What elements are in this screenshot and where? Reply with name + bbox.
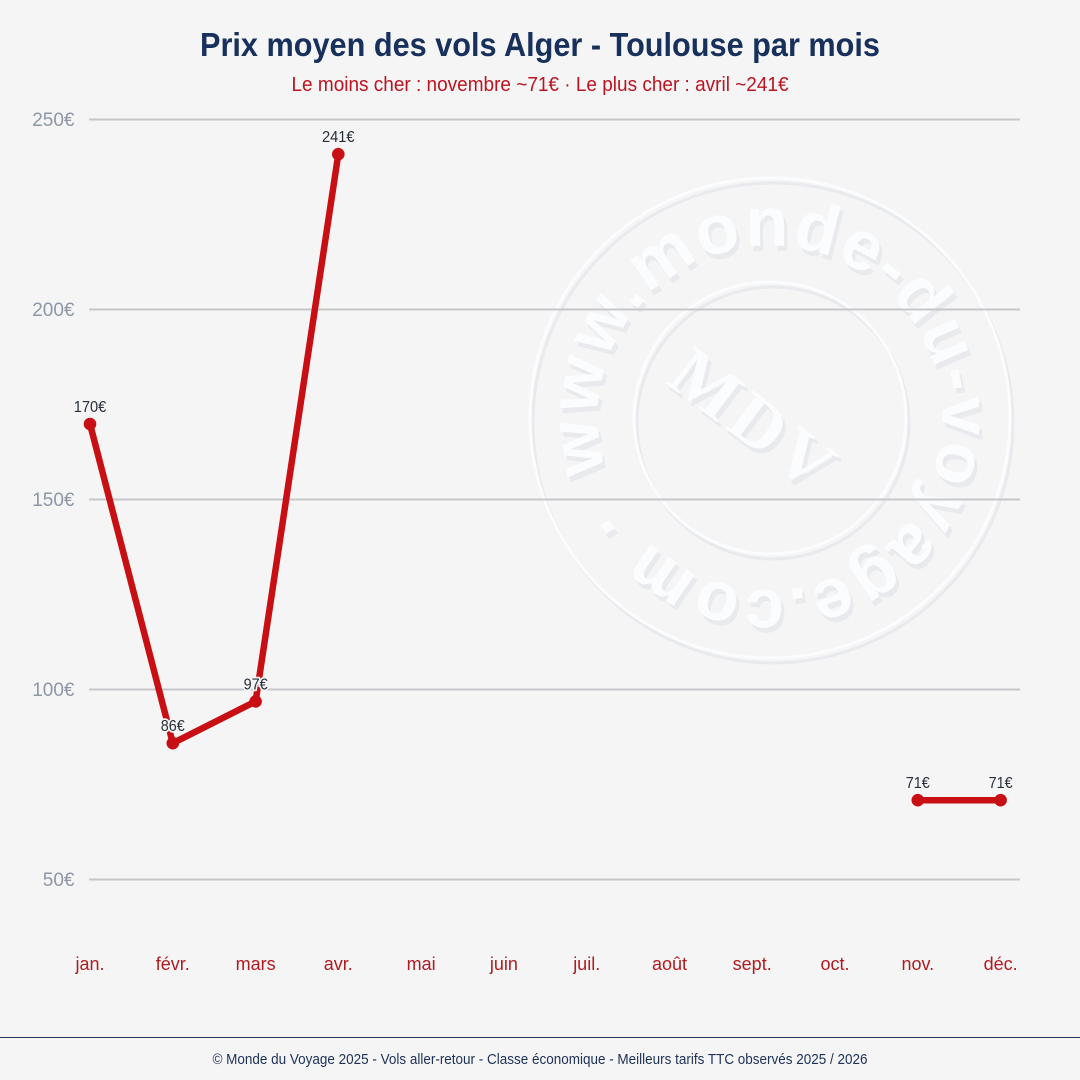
svg-text:oct.: oct. xyxy=(820,954,849,974)
svg-text:Prix moyen des vols Alger - To: Prix moyen des vols Alger - Toulouse par… xyxy=(200,26,880,63)
svg-text:150€: 150€ xyxy=(32,490,75,511)
svg-text:jan.: jan. xyxy=(74,954,104,974)
svg-text:241€: 241€ xyxy=(322,129,355,146)
svg-text:juin: juin xyxy=(489,954,518,974)
svg-text:50€: 50€ xyxy=(43,870,75,891)
svg-text:86€: 86€ xyxy=(161,718,185,735)
svg-text:250€: 250€ xyxy=(32,110,75,131)
svg-text:févr.: févr. xyxy=(156,954,190,974)
svg-text:71€: 71€ xyxy=(989,775,1013,792)
svg-text:170€: 170€ xyxy=(74,399,107,416)
svg-text:avr.: avr. xyxy=(324,954,353,974)
svg-text:97€: 97€ xyxy=(244,676,268,693)
svg-text:71€: 71€ xyxy=(906,775,930,792)
svg-text:sept.: sept. xyxy=(733,954,772,974)
svg-text:août: août xyxy=(652,954,687,974)
svg-text:200€: 200€ xyxy=(32,300,75,321)
svg-text:déc.: déc. xyxy=(984,954,1018,974)
svg-text:Le moins cher : novembre ~71€: Le moins cher : novembre ~71€ · Le plus … xyxy=(292,73,790,96)
svg-text:100€: 100€ xyxy=(32,680,75,701)
svg-text:© Monde du Voyage 2025 - Vols: © Monde du Voyage 2025 - Vols aller-reto… xyxy=(213,1051,868,1068)
svg-text:mai: mai xyxy=(407,954,436,974)
svg-text:mars: mars xyxy=(236,954,276,974)
svg-text:nov.: nov. xyxy=(901,954,934,974)
svg-text:juil.: juil. xyxy=(572,954,600,974)
